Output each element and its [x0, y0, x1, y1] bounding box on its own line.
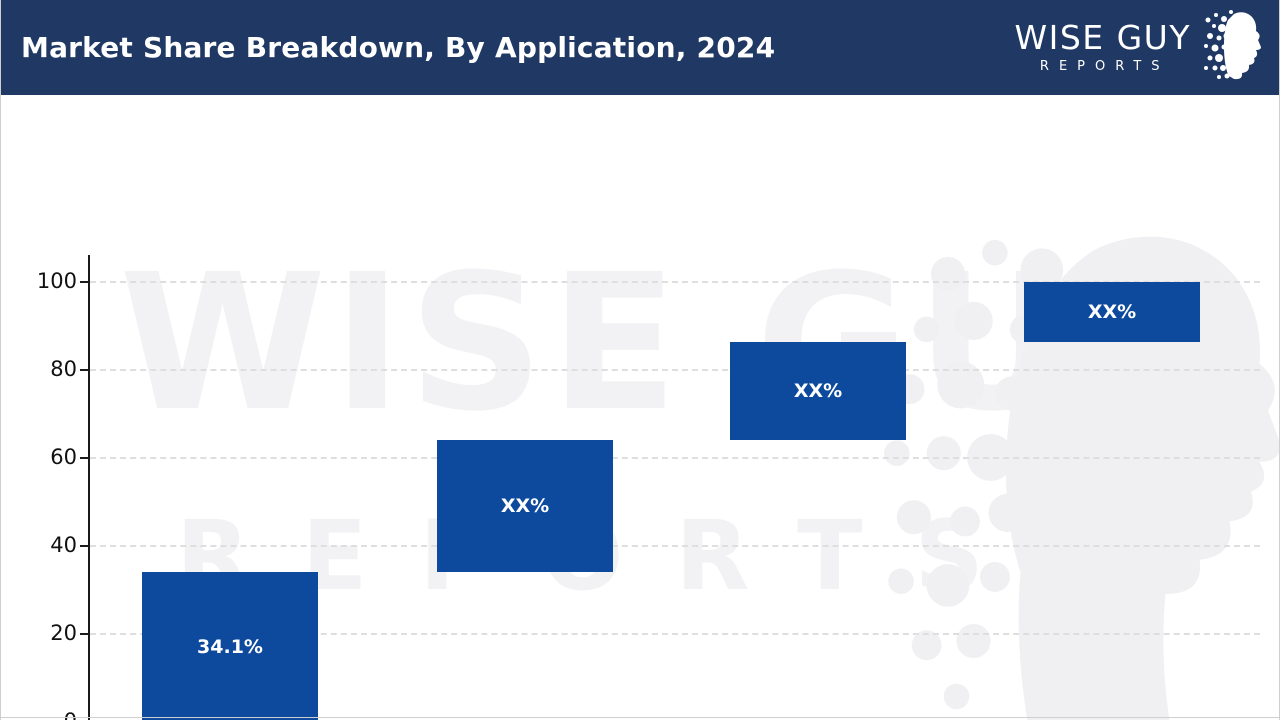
bar-construction: XX%: [1024, 282, 1200, 343]
wiseguy-logo: WISE GUY REPORTS: [1014, 6, 1265, 90]
y-axis-tick-label: 80: [50, 357, 77, 381]
y-axis-tick-label: 60: [50, 445, 77, 469]
y-axis-tick: [80, 281, 89, 283]
header-bar: Market Share Breakdown, By Application, …: [1, 0, 1279, 95]
page-title: Market Share Breakdown, By Application, …: [21, 31, 776, 64]
logo-subtext: REPORTS: [1039, 59, 1170, 74]
wiseguy-logo-text: WISE GUY REPORTS: [1014, 21, 1191, 74]
bottom-border-line: [1, 717, 1279, 718]
y-axis-tick: [80, 457, 89, 459]
y-axis-tick-label: 0: [9, 709, 77, 720]
bar-manufacturing: XX%: [437, 439, 613, 572]
y-axis-tick-label: 40: [50, 533, 77, 557]
gridline: [90, 545, 1260, 547]
bar-warehouse-management: 34.1%: [142, 571, 318, 720]
gridline: [90, 369, 1260, 371]
gridline: [90, 633, 1260, 635]
chart-plot-area: 02040608010034.1%Warehouse ManagementXX%…: [1, 95, 1279, 720]
bar-value-label: XX%: [1087, 301, 1137, 324]
gridline: [90, 457, 1260, 459]
bar-value-label: XX%: [793, 379, 843, 402]
bar-retail: XX%: [730, 342, 906, 440]
bar-value-label: 34.1%: [197, 635, 263, 658]
y-axis-tick: [80, 633, 89, 635]
wiseguy-face-icon: [1193, 6, 1265, 90]
y-axis-tick-label: 100: [36, 269, 77, 293]
y-axis-tick: [80, 545, 89, 547]
logo-wordmark: WISE GUY: [1014, 18, 1191, 57]
bar-value-label: XX%: [500, 494, 550, 517]
y-axis-line: [88, 255, 90, 720]
y-axis-tick: [80, 369, 89, 371]
gridline: [90, 281, 1260, 283]
y-axis-tick-label: 20: [50, 621, 77, 645]
